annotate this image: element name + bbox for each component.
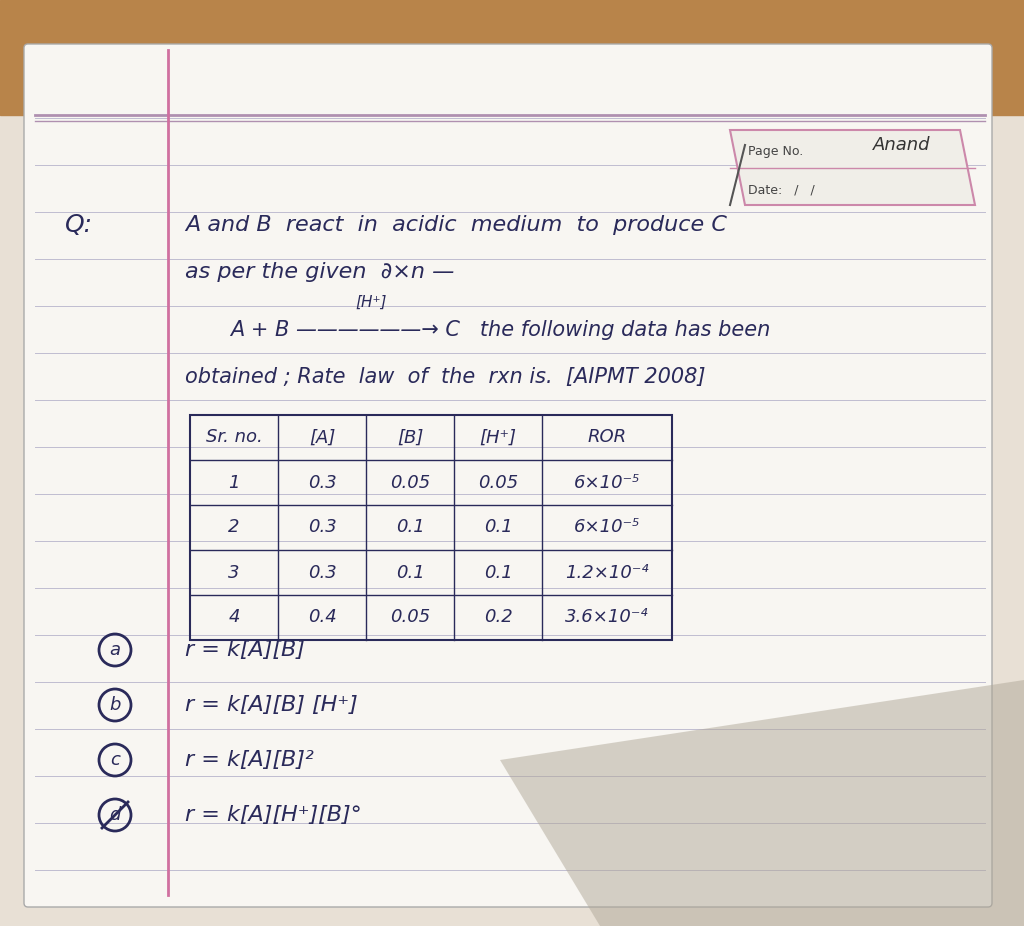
Text: r = k[A][B]²: r = k[A][B]² bbox=[185, 750, 313, 770]
Text: [H⁺]: [H⁺] bbox=[355, 294, 386, 309]
Text: Page No.: Page No. bbox=[748, 145, 803, 158]
Polygon shape bbox=[730, 130, 975, 205]
Text: r = k[A][B] [H⁺]: r = k[A][B] [H⁺] bbox=[185, 695, 357, 715]
Bar bbox=[0, 0, 1024, 115]
Text: r = k[A][H⁺][B]°: r = k[A][H⁺][B]° bbox=[185, 805, 361, 825]
Text: 0.4: 0.4 bbox=[307, 608, 336, 627]
Text: a: a bbox=[110, 641, 121, 659]
Bar bbox=[190, 415, 672, 640]
Text: ROR: ROR bbox=[588, 429, 627, 446]
Text: 6×10⁻⁵: 6×10⁻⁵ bbox=[573, 473, 640, 492]
Text: 4: 4 bbox=[228, 608, 240, 627]
Text: 2: 2 bbox=[228, 519, 240, 536]
Text: b: b bbox=[110, 696, 121, 714]
Text: [B]: [B] bbox=[397, 429, 423, 446]
Text: c: c bbox=[110, 751, 120, 769]
Text: 3: 3 bbox=[228, 564, 240, 582]
Text: 1.2×10⁻⁴: 1.2×10⁻⁴ bbox=[565, 564, 649, 582]
FancyBboxPatch shape bbox=[24, 44, 992, 907]
Text: 0.1: 0.1 bbox=[395, 519, 424, 536]
Text: 0.05: 0.05 bbox=[478, 473, 518, 492]
Text: 0.05: 0.05 bbox=[390, 473, 430, 492]
Text: 0.2: 0.2 bbox=[483, 608, 512, 627]
Text: r = k[A][B]: r = k[A][B] bbox=[185, 640, 305, 660]
Polygon shape bbox=[500, 680, 1024, 926]
Text: Anand: Anand bbox=[872, 136, 930, 154]
Text: 3.6×10⁻⁴: 3.6×10⁻⁴ bbox=[565, 608, 649, 627]
Text: as per the given  ∂×n —: as per the given ∂×n — bbox=[185, 262, 455, 282]
Text: Date:   /   /: Date: / / bbox=[748, 183, 815, 196]
Text: A and B  react  in  acidic  medium  to  produce C: A and B react in acidic medium to produc… bbox=[185, 215, 727, 235]
Text: 0.1: 0.1 bbox=[395, 564, 424, 582]
Text: 0.05: 0.05 bbox=[390, 608, 430, 627]
Text: d: d bbox=[110, 806, 121, 824]
Text: obtained ; Rate  law  of  the  rxn is.  [AIPMT 2008]: obtained ; Rate law of the rxn is. [AIPM… bbox=[185, 367, 706, 387]
Text: 1: 1 bbox=[228, 473, 240, 492]
Text: [H⁺]: [H⁺] bbox=[479, 429, 516, 446]
Text: 6×10⁻⁵: 6×10⁻⁵ bbox=[573, 519, 640, 536]
Text: 0.3: 0.3 bbox=[307, 519, 336, 536]
Text: [A]: [A] bbox=[309, 429, 335, 446]
Text: 0.3: 0.3 bbox=[307, 473, 336, 492]
Text: 0.1: 0.1 bbox=[483, 564, 512, 582]
Text: Q:: Q: bbox=[65, 213, 93, 237]
Text: 0.3: 0.3 bbox=[307, 564, 336, 582]
Text: Sr. no.: Sr. no. bbox=[206, 429, 262, 446]
Text: 0.1: 0.1 bbox=[483, 519, 512, 536]
Text: A + B ——————→ C   the following data has been: A + B ——————→ C the following data has b… bbox=[230, 320, 770, 340]
